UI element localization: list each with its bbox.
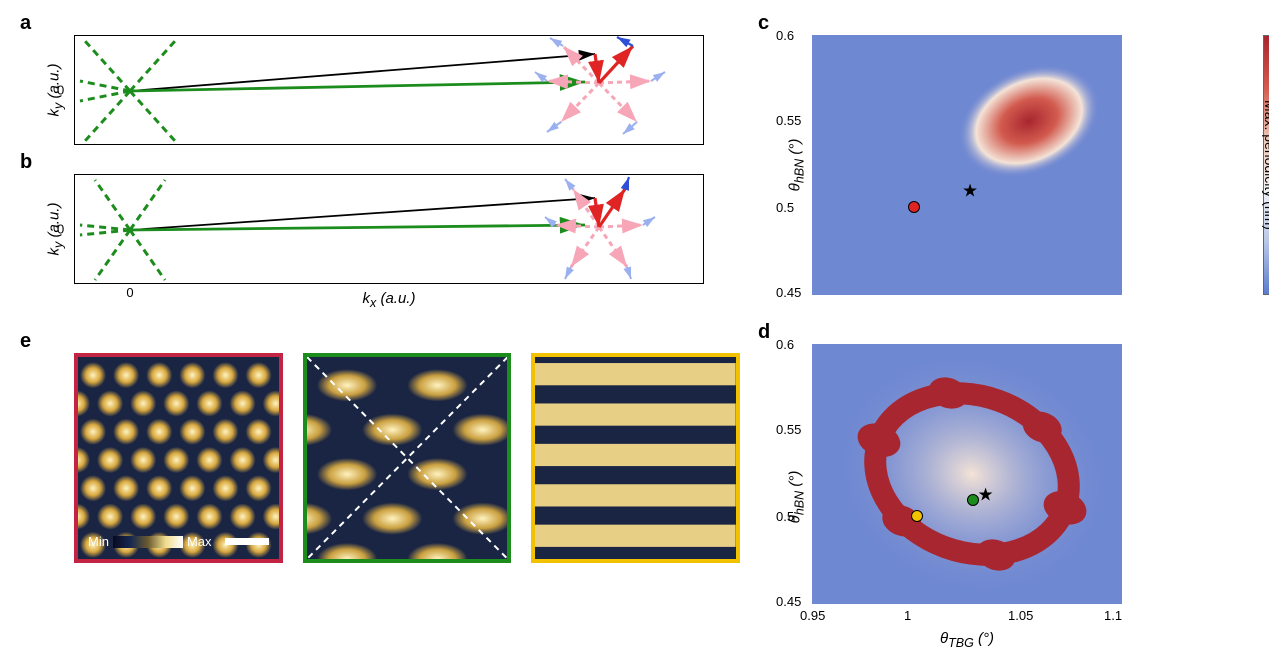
kspace-plot-b: ky (a.u.) 0 0 (74, 174, 704, 284)
marker-red-c (908, 201, 920, 213)
panel-c-label: c (758, 12, 1249, 35)
panel-e: Min Max (74, 353, 740, 563)
panel-e-label: e (20, 330, 740, 353)
sim-max-label: Max (187, 534, 212, 549)
kspace-svg-a (75, 36, 705, 146)
kspace-plot-a: ky (a.u.) 0 (74, 35, 704, 145)
panel-a: ky (a.u.) 0 (74, 35, 740, 145)
ytick-d-3: 0.6 (776, 337, 794, 352)
panel-b-ytick: 0 (57, 222, 64, 237)
right-column: c θhBN (°) ★ (758, 12, 1249, 650)
ytick-c-3: 0.6 (776, 28, 794, 43)
scalebar (225, 538, 269, 545)
ytick-c-0: 0.45 (776, 285, 801, 300)
xtick-d-0: 0.95 (800, 608, 825, 623)
figure-root: a ky (a.u.) 0 (20, 12, 1249, 650)
heatmap-svg-c (812, 35, 1122, 295)
xtick-d-2: 1.05 (1008, 608, 1033, 623)
sim-colorbar: Min Max (88, 534, 212, 549)
panel-a-ytick: 0 (57, 83, 64, 98)
panel-b-xtick: 0 (126, 285, 133, 300)
panel-b: ky (a.u.) 0 0 (74, 174, 740, 284)
panel-a-label: a (20, 12, 740, 35)
ytick-c-2: 0.55 (776, 113, 801, 128)
panel-ab-xlabel: kx (a.u.) (74, 290, 704, 310)
panel-d-label: d (758, 321, 1249, 344)
marker-star-c: ★ (962, 181, 978, 202)
panel-c-ylabel: θhBN (°) (786, 139, 806, 192)
heatmap-svg-d (812, 344, 1122, 604)
xtick-d-3: 1.1 (1104, 608, 1122, 623)
sim-colormap-bar (113, 536, 183, 548)
ytick-d-2: 0.55 (776, 422, 801, 437)
left-column: a ky (a.u.) 0 (20, 12, 740, 650)
panel-b-label: b (20, 151, 740, 174)
kspace-svg-b (75, 175, 705, 285)
colorbar-label: Max. periodicity (nm) (1262, 100, 1269, 230)
marker-yellow-d (911, 510, 923, 522)
marker-star-d: ★ (978, 484, 994, 505)
sim-box-yellow (531, 353, 740, 563)
sim-box-green (303, 353, 512, 563)
ytick-d-1: 0.5 (776, 509, 794, 524)
sim-min-label: Min (88, 534, 109, 549)
ytick-c-1: 0.5 (776, 200, 794, 215)
sim-svg-green (307, 357, 508, 559)
heatmap-d: ★ (812, 344, 1122, 604)
sim-svg-red (78, 357, 279, 559)
heatmap-c: ★ (812, 35, 1122, 295)
xtick-d-1: 1 (904, 608, 911, 623)
sim-box-red: Min Max (74, 353, 283, 563)
panel-d-xlabel: θTBG (°) (812, 630, 1122, 650)
panel-d: θhBN (°) (812, 344, 1249, 650)
panel-c: θhBN (°) ★ 0.6 0.55 (812, 35, 1249, 295)
sim-svg-yellow (535, 357, 736, 559)
ytick-d-0: 0.45 (776, 594, 801, 609)
